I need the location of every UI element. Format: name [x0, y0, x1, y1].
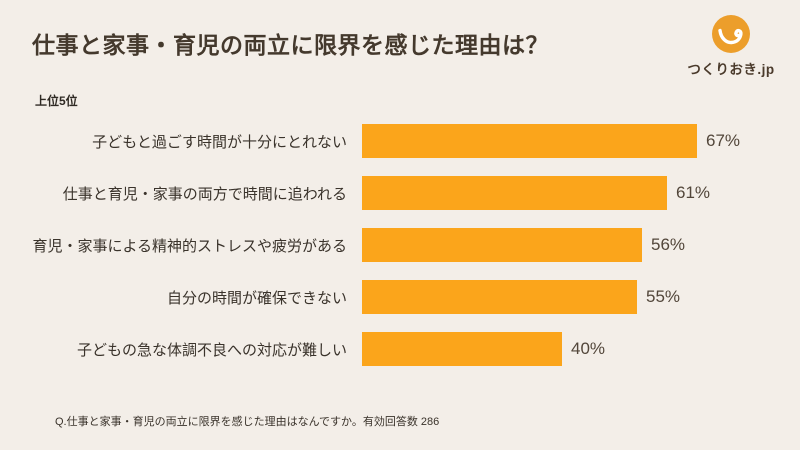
bar-category-label: 自分の時間が確保できない	[166, 289, 347, 307]
brand-logo-text: つくりおき.jp	[687, 62, 775, 77]
smile-logo-icon	[683, 14, 779, 54]
bar-category-label: 仕事と育児・家事の両方で時間に追われる	[62, 185, 347, 203]
footnote: Q.仕事と家事・育児の両立に限界を感じた理由はなんですか。有効回答数 286	[55, 416, 440, 428]
bar	[362, 176, 667, 210]
bar	[362, 280, 637, 314]
chart-row: 仕事と育児・家事の両方で時間に追われる 61%	[0, 176, 800, 210]
rank-label: 上位5位	[35, 94, 78, 108]
bar-value-label: 55%	[646, 287, 681, 306]
brand-logo: つくりおき.jp	[683, 14, 779, 78]
horizontal-bar-chart: 子どもと過ごす時間が十分にとれない 67% 仕事と育児・家事の両方で時間に追われる 6…	[0, 124, 800, 384]
chart-row: 子どもの急な体調不良への対応が難しい 40%	[0, 332, 800, 366]
bar-value-label: 40%	[571, 339, 606, 358]
bar-value-label: 67%	[706, 131, 741, 150]
bar	[362, 124, 697, 158]
bar-category-label: 育児・家事による精神的ストレスや疲労がある	[32, 237, 347, 255]
bar-category-label: 子どもと過ごす時間が十分にとれない	[92, 133, 347, 151]
bar-value-label: 61%	[676, 183, 711, 202]
chart-row: 自分の時間が確保できない 55%	[0, 280, 800, 314]
page-title: 仕事と家事・育児の両立に限界を感じた理由は？	[32, 32, 549, 58]
bar	[362, 332, 562, 366]
chart-row: 子どもと過ごす時間が十分にとれない 67%	[0, 124, 800, 158]
bar	[362, 228, 642, 262]
bar-value-label: 56%	[651, 235, 686, 254]
bar-category-label: 子どもの急な体調不良への対応が難しい	[76, 341, 347, 359]
chart-row: 育児・家事による精神的ストレスや疲労がある 56%	[0, 228, 800, 262]
